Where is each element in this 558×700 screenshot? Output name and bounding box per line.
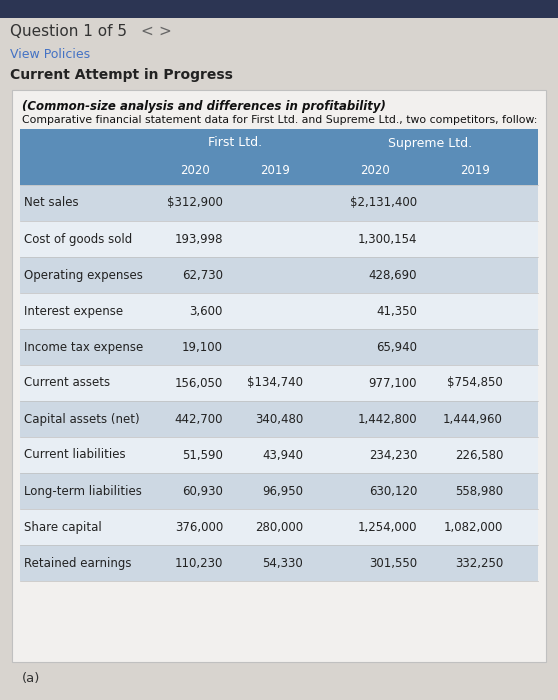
Bar <box>20 293 538 329</box>
Text: 1,442,800: 1,442,800 <box>357 412 417 426</box>
Text: 340,480: 340,480 <box>255 412 303 426</box>
Text: 62,730: 62,730 <box>182 269 223 281</box>
Text: $754,850: $754,850 <box>448 377 503 389</box>
Text: 1,082,000: 1,082,000 <box>444 521 503 533</box>
Text: First Ltd.: First Ltd. <box>208 136 262 150</box>
Text: 234,230: 234,230 <box>369 449 417 461</box>
Text: 428,690: 428,690 <box>368 269 417 281</box>
Text: Current assets: Current assets <box>24 377 110 389</box>
Text: 3,600: 3,600 <box>190 304 223 318</box>
Text: 156,050: 156,050 <box>175 377 223 389</box>
Text: 376,000: 376,000 <box>175 521 223 533</box>
Text: $2,131,400: $2,131,400 <box>350 197 417 209</box>
Text: 2020: 2020 <box>180 164 210 178</box>
Text: 226,580: 226,580 <box>455 449 503 461</box>
Text: (a): (a) <box>22 672 40 685</box>
Bar <box>20 545 538 581</box>
Text: 280,000: 280,000 <box>255 521 303 533</box>
Text: 630,120: 630,120 <box>369 484 417 498</box>
Text: Cost of goods sold: Cost of goods sold <box>24 232 132 246</box>
Text: Share capital: Share capital <box>24 521 102 533</box>
Text: 977,100: 977,100 <box>368 377 417 389</box>
Text: Current Attempt in Progress: Current Attempt in Progress <box>10 68 233 82</box>
Text: Operating expenses: Operating expenses <box>24 269 143 281</box>
Bar <box>20 365 538 401</box>
Bar <box>20 401 538 437</box>
Text: Comparative financial statement data for First Ltd. and Supreme Ltd., two compet: Comparative financial statement data for… <box>22 115 537 125</box>
Text: >: > <box>158 24 171 39</box>
Text: Long-term liabilities: Long-term liabilities <box>24 484 142 498</box>
Bar <box>12 90 546 662</box>
Text: Interest expense: Interest expense <box>24 304 123 318</box>
Text: 41,350: 41,350 <box>376 304 417 318</box>
Text: (Common-size analysis and differences in profitability): (Common-size analysis and differences in… <box>22 100 386 113</box>
Bar <box>20 221 538 257</box>
Text: 301,550: 301,550 <box>369 556 417 570</box>
Text: 65,940: 65,940 <box>376 340 417 354</box>
Bar <box>20 329 538 365</box>
Text: 110,230: 110,230 <box>175 556 223 570</box>
Text: 19,100: 19,100 <box>182 340 223 354</box>
Text: $312,900: $312,900 <box>167 197 223 209</box>
Text: 558,980: 558,980 <box>455 484 503 498</box>
Bar <box>20 509 538 545</box>
Text: View Policies: View Policies <box>10 48 90 61</box>
Text: 2020: 2020 <box>360 164 390 178</box>
Bar <box>20 185 538 221</box>
Text: Income tax expense: Income tax expense <box>24 340 143 354</box>
Text: <: < <box>140 24 153 39</box>
Text: Supreme Ltd.: Supreme Ltd. <box>388 136 472 150</box>
Text: Net sales: Net sales <box>24 197 79 209</box>
Text: 2019: 2019 <box>260 164 290 178</box>
Text: Capital assets (net): Capital assets (net) <box>24 412 140 426</box>
Bar <box>20 437 538 473</box>
Text: 54,330: 54,330 <box>262 556 303 570</box>
Text: 60,930: 60,930 <box>182 484 223 498</box>
Text: Question 1 of 5: Question 1 of 5 <box>10 24 127 39</box>
Text: 2019: 2019 <box>460 164 490 178</box>
Text: 1,444,960: 1,444,960 <box>443 412 503 426</box>
Text: 1,300,154: 1,300,154 <box>358 232 417 246</box>
Text: 43,940: 43,940 <box>262 449 303 461</box>
Text: 332,250: 332,250 <box>455 556 503 570</box>
Text: 51,590: 51,590 <box>182 449 223 461</box>
Bar <box>20 129 538 185</box>
Bar <box>20 257 538 293</box>
Text: 96,950: 96,950 <box>262 484 303 498</box>
Bar <box>20 473 538 509</box>
Text: 193,998: 193,998 <box>175 232 223 246</box>
Text: 1,254,000: 1,254,000 <box>358 521 417 533</box>
Text: 442,700: 442,700 <box>175 412 223 426</box>
Bar <box>0 0 558 18</box>
Text: Retained earnings: Retained earnings <box>24 556 132 570</box>
Text: $134,740: $134,740 <box>247 377 303 389</box>
Text: Current liabilities: Current liabilities <box>24 449 126 461</box>
